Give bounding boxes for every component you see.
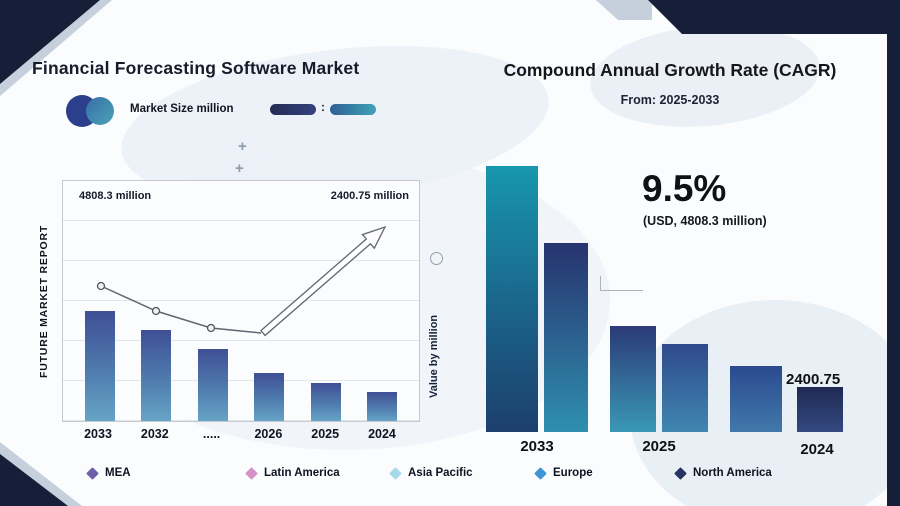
legend-item-asia-pacific: Asia Pacific [389,466,473,480]
bar-2024 [366,392,397,421]
bar-2033-secondary [544,243,588,432]
corner-accent-dark [0,0,100,84]
annotation-2400: 2400.75 million [330,190,409,202]
legend-label: Asia Pacific [408,467,473,479]
corner-accent-dark [0,454,68,506]
legend-pill-teal [330,104,376,115]
bar-2033 [85,310,115,421]
bar-2026 [254,373,285,421]
bar-2024-primary [730,365,782,432]
page-title-right: Compound Annual Growth Rate (CAGR) [503,60,837,80]
right-bars-2024 [730,166,843,432]
diamond-icon [86,466,99,480]
diamond-icon [674,466,687,480]
left-bars [63,181,419,421]
bar-2032 [141,329,172,421]
legend-item-europe: Europe [534,466,593,480]
x-label: 2033 [84,427,112,441]
legend-pill-dark [270,104,316,115]
bar-2025-primary [610,325,656,432]
plus-decor: + [235,160,244,177]
cagr-value: 9.5% [642,168,727,209]
market-size-label: Market Size million [130,103,234,115]
market-size-chart: 4808.3 million 2400.75 million [62,180,420,422]
circle-decor-icon [430,252,443,265]
left-chart-vertical-label: FUTURE MARKET REPORT [38,224,50,378]
x-label: 2032 [140,427,169,441]
diamond-icon [389,466,402,480]
x-label: 2024 [368,427,396,441]
bar-2024-secondary [797,386,843,432]
diamond-icon [245,466,258,480]
legend-label: North America [693,467,772,479]
x-label: 2026 [254,427,283,441]
market-size-icon [66,95,122,127]
x-label: 2025 [311,427,340,441]
diamond-icon [534,466,547,480]
x-label: ..... [202,427,221,441]
plus-decor: + [238,138,247,155]
circle-icon [86,97,114,125]
corner-accent-dark [648,0,900,34]
right-bars-2033 [486,166,588,432]
bar-2033-primary [486,166,538,432]
cagr-period: From: 2025-2033 [620,93,720,107]
bracket-decor [600,276,643,291]
bar-2025-secondary [662,344,708,432]
cagr-detail: (USD, 4808.3 million) [643,214,767,228]
right-chart-vertical-label: Value by million [428,314,440,398]
left-x-axis: 2033 2032 ..... 2026 2025 2024 [62,427,418,441]
right-edge-band [887,0,900,506]
x-label: 2033 [520,438,554,455]
legend-item-latin-america: Latin America [245,466,340,480]
right-bars-2025 [610,166,708,432]
annotation-2400-right: 2400.75 [786,371,841,388]
legend-item-north-america: North America [674,466,772,480]
legend-label: Latin America [264,467,340,479]
page-title-left: Financial Forecasting Software Market [32,58,360,78]
legend-label: MEA [105,467,131,479]
legend-colon: : [321,100,325,114]
annotation-4808: 4808.3 million [79,190,152,202]
corner-accent-light [596,0,652,20]
x-label: 2024 [800,441,834,458]
x-label: 2025 [642,438,676,455]
bar-..... [197,349,228,421]
bar-2025 [310,382,341,421]
legend-label: Europe [553,467,593,479]
legend-item-mea: MEA [86,466,131,480]
